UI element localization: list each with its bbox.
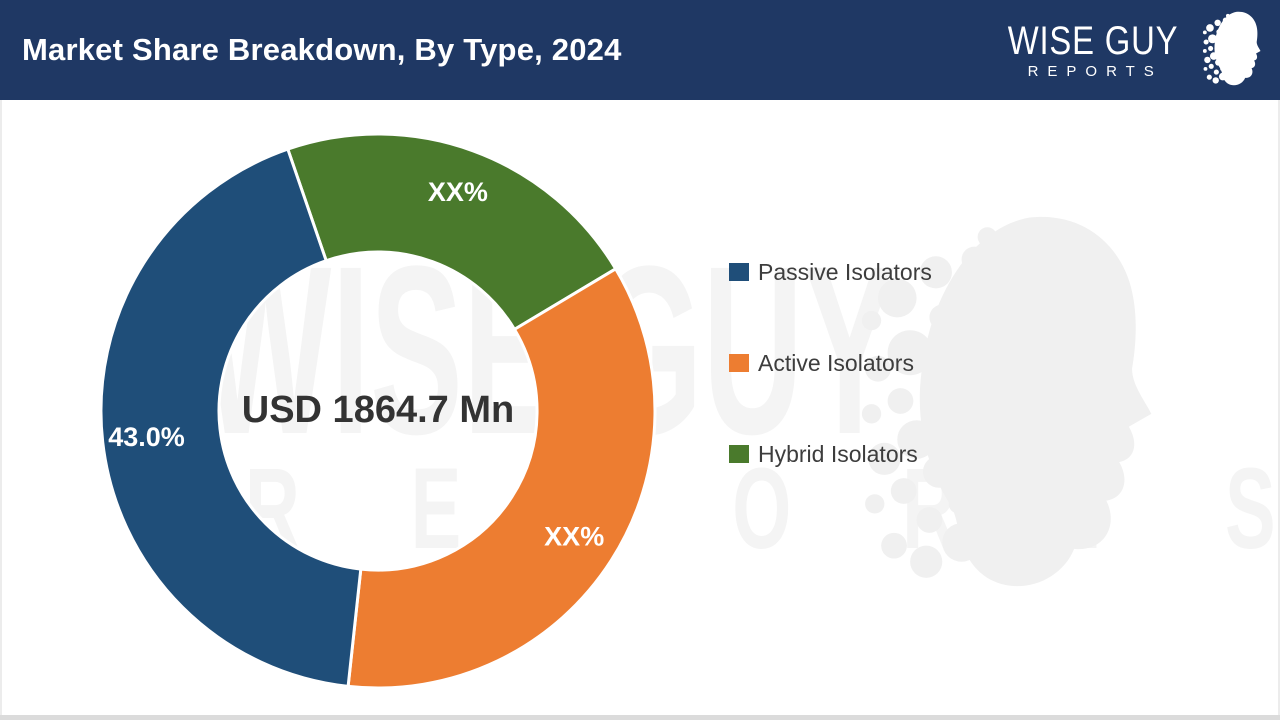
legend-item-label: Hybrid Isolators xyxy=(758,441,918,467)
brand-wordmark: WISE GUY REPORTS xyxy=(989,21,1197,80)
brand-wordmark-line2: REPORTS xyxy=(1027,62,1163,80)
legend-item: Active Isolators xyxy=(729,349,932,377)
donut-chart: USD 1864.7 Mn XX% XX% 43.0% xyxy=(99,132,657,690)
bottom-bar xyxy=(0,715,1280,720)
chart-legend: Passive Isolators Active Isolators Hybrid … xyxy=(729,258,932,468)
brand-logo: WISE GUY REPORTS xyxy=(989,10,1262,90)
app-header: Market Share Breakdown, By Type, 2024 WI… xyxy=(0,0,1280,100)
legend-swatch xyxy=(729,263,749,281)
slice-label-active-isolators: XX% xyxy=(544,522,604,552)
donut-slice-active-isolators xyxy=(346,266,657,690)
donut-slice-passive-isolators xyxy=(99,147,363,689)
slice-label-passive-isolators: 43.0% xyxy=(108,422,185,452)
slice-label-hybrid-isolators: XX% xyxy=(428,177,488,207)
legend-item: Passive Isolators xyxy=(729,258,932,286)
legend-item-label: Active Isolators xyxy=(758,350,914,376)
legend-swatch xyxy=(729,445,749,463)
brand-wordmark-line1: WISE GUY xyxy=(1007,18,1179,63)
legend-item-label: Passive Isolators xyxy=(758,259,932,285)
legend-swatch xyxy=(729,354,749,372)
left-edge-divider xyxy=(0,100,2,720)
brand-face-icon xyxy=(1203,11,1261,86)
donut-slice-hybrid-isolators xyxy=(285,132,618,332)
page-title: Market Share Breakdown, By Type, 2024 xyxy=(22,32,622,67)
right-edge-divider xyxy=(1278,100,1280,720)
legend-item: Hybrid Isolators xyxy=(729,440,932,468)
donut-center-label: USD 1864.7 Mn xyxy=(242,389,514,431)
